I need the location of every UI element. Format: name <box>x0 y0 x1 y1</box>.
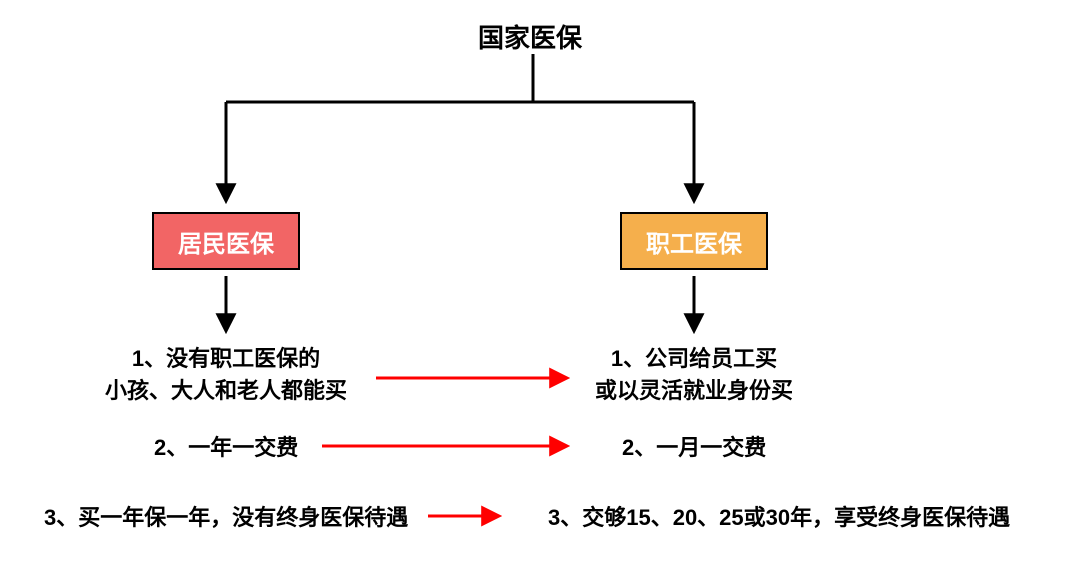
root-title: 国家医保 <box>478 18 582 55</box>
left-desc-3: 3、买一年保一年，没有终身医保待遇 <box>44 502 408 534</box>
connector-lines <box>0 0 1080 571</box>
right-desc-1: 1、公司给员工买 或以灵活就业身份买 <box>595 343 793 407</box>
left-desc-1: 1、没有职工医保的 小孩、大人和老人都能买 <box>105 343 347 407</box>
right-desc-2: 2、一月一交费 <box>622 432 766 464</box>
left-category-box: 居民医保 <box>152 212 300 270</box>
diagram-canvas: 国家医保 居民医保 职工医保 1、没有职工医保的 小孩、大人和老人都能买 2、一… <box>0 0 1080 571</box>
right-desc-3: 3、交够15、20、25或30年，享受终身医保待遇 <box>548 502 1010 534</box>
right-category-label: 职工医保 <box>646 224 742 259</box>
left-category-label: 居民医保 <box>178 224 274 259</box>
right-category-box: 职工医保 <box>620 212 768 270</box>
left-desc-2: 2、一年一交费 <box>154 432 298 464</box>
